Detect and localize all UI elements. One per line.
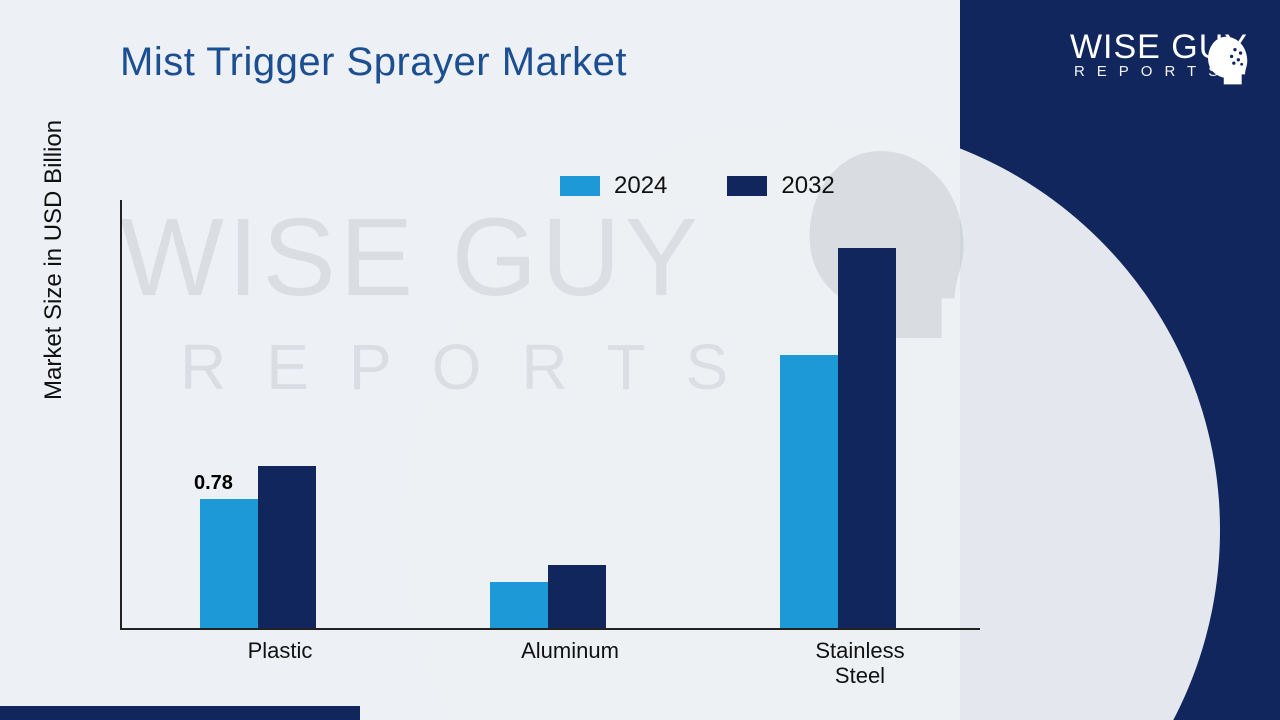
bar-aluminum-2032 <box>548 565 606 628</box>
footer-accent-bar <box>0 706 360 720</box>
legend: 2024 2032 <box>560 172 835 200</box>
chart-plot-area: 0.78 Plastic Aluminum StainlessSteel <box>120 200 980 630</box>
legend-swatch-2032 <box>727 176 767 196</box>
legend-label-2024: 2024 <box>614 172 667 200</box>
category-label-aluminum: Aluminum <box>470 630 670 663</box>
chart-title: Mist Trigger Sprayer Market <box>120 40 627 85</box>
bar-plastic-2032 <box>258 466 316 628</box>
y-axis-line <box>120 200 122 630</box>
brand-logo: WISE GUY REPORTS <box>1070 28 1248 80</box>
bar-aluminum-2024 <box>490 582 548 628</box>
chart-canvas: WISE GUY REPORTS Mist Trigger Sprayer Ma… <box>0 0 1280 720</box>
bar-stainless-2032 <box>838 248 896 628</box>
legend-item-2032: 2032 <box>727 172 834 200</box>
legend-swatch-2024 <box>560 176 600 196</box>
category-label-plastic: Plastic <box>180 630 380 663</box>
legend-item-2024: 2024 <box>560 172 667 200</box>
legend-label-2032: 2032 <box>781 172 834 200</box>
category-label-stainless: StainlessSteel <box>760 630 960 689</box>
bar-plastic-2024 <box>200 499 258 628</box>
brand-head-icon <box>1198 34 1254 90</box>
y-axis-label: Market Size in USD Billion <box>40 120 68 400</box>
bar-stainless-2024 <box>780 355 838 628</box>
bar-value-plastic-2024: 0.78 <box>194 472 233 495</box>
